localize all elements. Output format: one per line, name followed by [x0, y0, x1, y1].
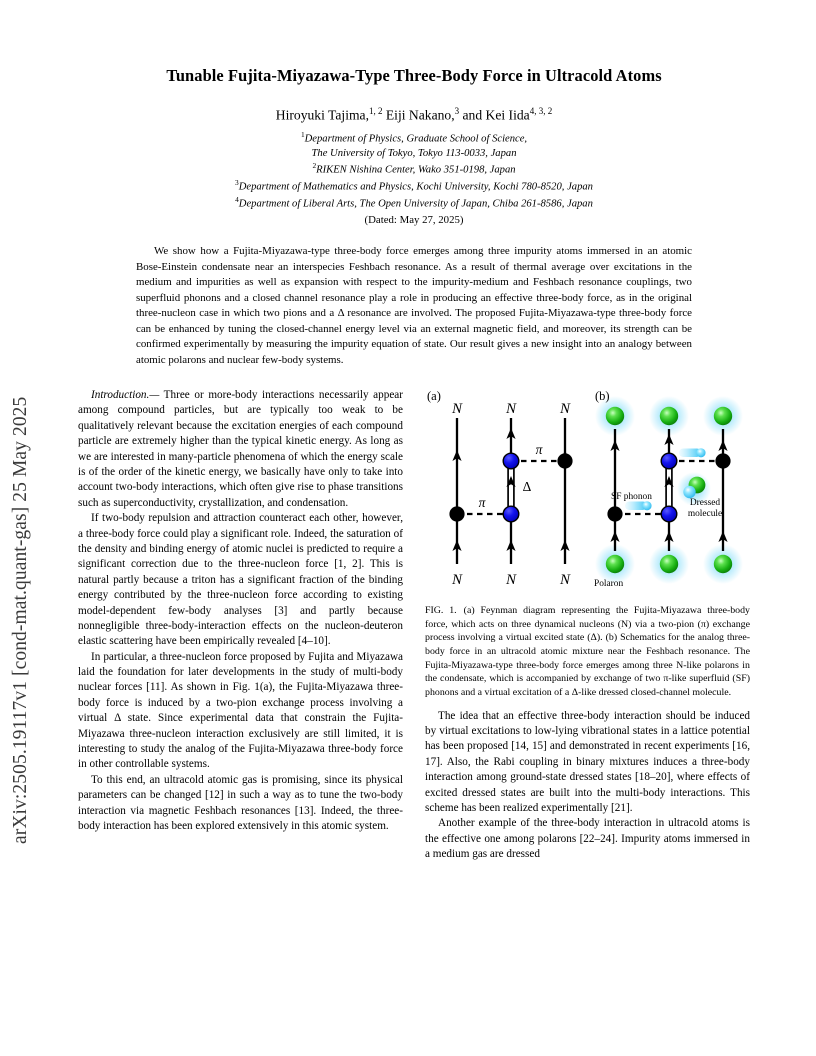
arxiv-stamp-text: arXiv:2505.19117v1 [cond-mat.quant-gas] … — [10, 396, 31, 844]
panel-b-graphic — [595, 396, 743, 585]
left-column: Introduction.— Three or more-body intera… — [78, 388, 403, 834]
polaron-atom-top-1 — [605, 406, 625, 426]
dressed-molecule-icon — [677, 472, 711, 507]
dressed-molecule-label-line-1: Dressed — [689, 498, 721, 509]
paragraph-5: The idea that an effective three-body in… — [425, 709, 750, 814]
phonon-quasiparticle-upper — [679, 448, 706, 458]
phonon-quasiparticle-lower — [625, 501, 652, 511]
polaron-atom-top-2 — [659, 406, 679, 426]
affiliation-2-line-1: RIKEN Nishina Center, Wako 351-0198, Jap… — [316, 165, 516, 177]
abstract-text: We show how a Fujita-Miyazawa-type three… — [136, 245, 692, 366]
panel-a-graphic: N N N N N N π π Δ — [449, 401, 573, 588]
panel-a-letter: (a) — [427, 389, 441, 404]
sf-phonon-label: SF phonon — [611, 492, 652, 503]
affiliation-1: 1Department of Physics, Graduate School … — [78, 130, 750, 147]
panel-a-bottom-label-1: N — [451, 572, 463, 588]
paragraph-6: Another example of the three-body intera… — [425, 817, 750, 861]
author-list: Hiroyuki Tajima,1, 2 Eiji Nakano,3 and K… — [78, 106, 750, 124]
affiliation-3-line-1: Department of Mathematics and Physics, K… — [238, 181, 593, 193]
paragraph-3: In particular, a three-nucleon force pro… — [78, 650, 403, 771]
polaron-label: Polaron — [594, 579, 624, 590]
panel-a-bottom-label-2: N — [505, 572, 517, 588]
polaron-atom-bottom-2 — [659, 554, 679, 574]
figure-1-caption: FIG. 1. (a) Feynman diagram representing … — [425, 604, 750, 700]
polaron-atom-bottom-1 — [605, 554, 625, 574]
body-columns: Introduction.— Three or more-body intera… — [78, 388, 750, 863]
arxiv-stamp: arXiv:2505.19117v1 [cond-mat.quant-gas] … — [10, 150, 32, 850]
figure-1-number: FIG. 1. — [425, 605, 457, 617]
affiliation-2-marker: 2 — [312, 161, 317, 171]
panel-a-pi-lower: π — [479, 495, 487, 510]
panel-a-pi-upper: π — [536, 442, 544, 457]
affiliation-4-line-1: Department of Liberal Arts, The Open Uni… — [238, 198, 593, 210]
section-lead-in: Introduction.— — [91, 389, 160, 402]
figure-1: N N N N N N π π Δ — [425, 388, 750, 700]
affiliation-1-cont: The University of Tokyo, Tokyo 113-0033,… — [78, 146, 750, 161]
polaron-atom-bottom-3 — [713, 554, 733, 574]
panel-a-bottom-label-3: N — [559, 572, 571, 588]
paragraph-4: To this end, an ultracold atomic gas is … — [78, 773, 403, 832]
panel-a-top-label-2: N — [505, 401, 517, 417]
figure-1-svg: N N N N N N π π Δ — [449, 396, 743, 588]
panel-a-top-label-3: N — [559, 401, 571, 417]
paper-page: Tunable Fujita-Miyazawa-Type Three-Body … — [78, 58, 750, 863]
panel-a-delta: Δ — [523, 479, 532, 494]
dressed-molecule-label: Dressed molecule — [676, 498, 734, 520]
author-3-name: and Kei Iida — [459, 107, 530, 123]
affiliation-3-marker: 3 — [235, 178, 239, 188]
affiliation-2: 2RIKEN Nishina Center, Wako 351-0198, Ja… — [78, 161, 750, 178]
affiliation-1-line-2: The University of Tokyo, Tokyo 113-0033,… — [311, 148, 517, 160]
author-2-name: Eiji Nakano, — [382, 107, 455, 123]
paragraph-2: If two-body repulsion and attraction cou… — [78, 512, 403, 648]
affiliation-1-line-1: Department of Physics, Graduate School o… — [304, 133, 528, 145]
affiliation-list: 1Department of Physics, Graduate School … — [78, 130, 750, 226]
page-title: Tunable Fujita-Miyazawa-Type Three-Body … — [166, 66, 662, 85]
author-3-affil-marker: 4, 3, 2 — [529, 105, 553, 116]
panel-a-top-label-1: N — [451, 401, 463, 417]
dressed-molecule-label-line-2: molecule — [687, 508, 723, 519]
paragraph-intro: Introduction.— Three or more-body intera… — [78, 388, 403, 511]
polaron-atom-top-3 — [713, 406, 733, 426]
author-2-affil-marker: 3 — [454, 105, 460, 116]
figure-1-graphic: N N N N N N π π Δ — [425, 388, 750, 593]
author-1-name: Hiroyuki Tajima, — [275, 107, 369, 123]
author-1-affil-marker: 1, 2 — [368, 105, 383, 116]
affiliation-3: 3Department of Mathematics and Physics, … — [78, 178, 750, 195]
figure-1-caption-text: (a) Feynman diagram representing the Fuj… — [425, 605, 750, 698]
affiliation-4: 4Department of Liberal Arts, The Open Un… — [78, 195, 750, 212]
date-line: (Dated: May 27, 2025) — [364, 214, 464, 227]
affiliation-1-marker: 1 — [300, 129, 305, 139]
panel-b-letter: (b) — [595, 389, 610, 404]
affiliation-4-marker: 4 — [235, 194, 239, 204]
right-column: N N N N N N π π Δ — [425, 388, 750, 863]
paragraph-intro-text: Three or more-body interactions necessar… — [78, 389, 403, 509]
